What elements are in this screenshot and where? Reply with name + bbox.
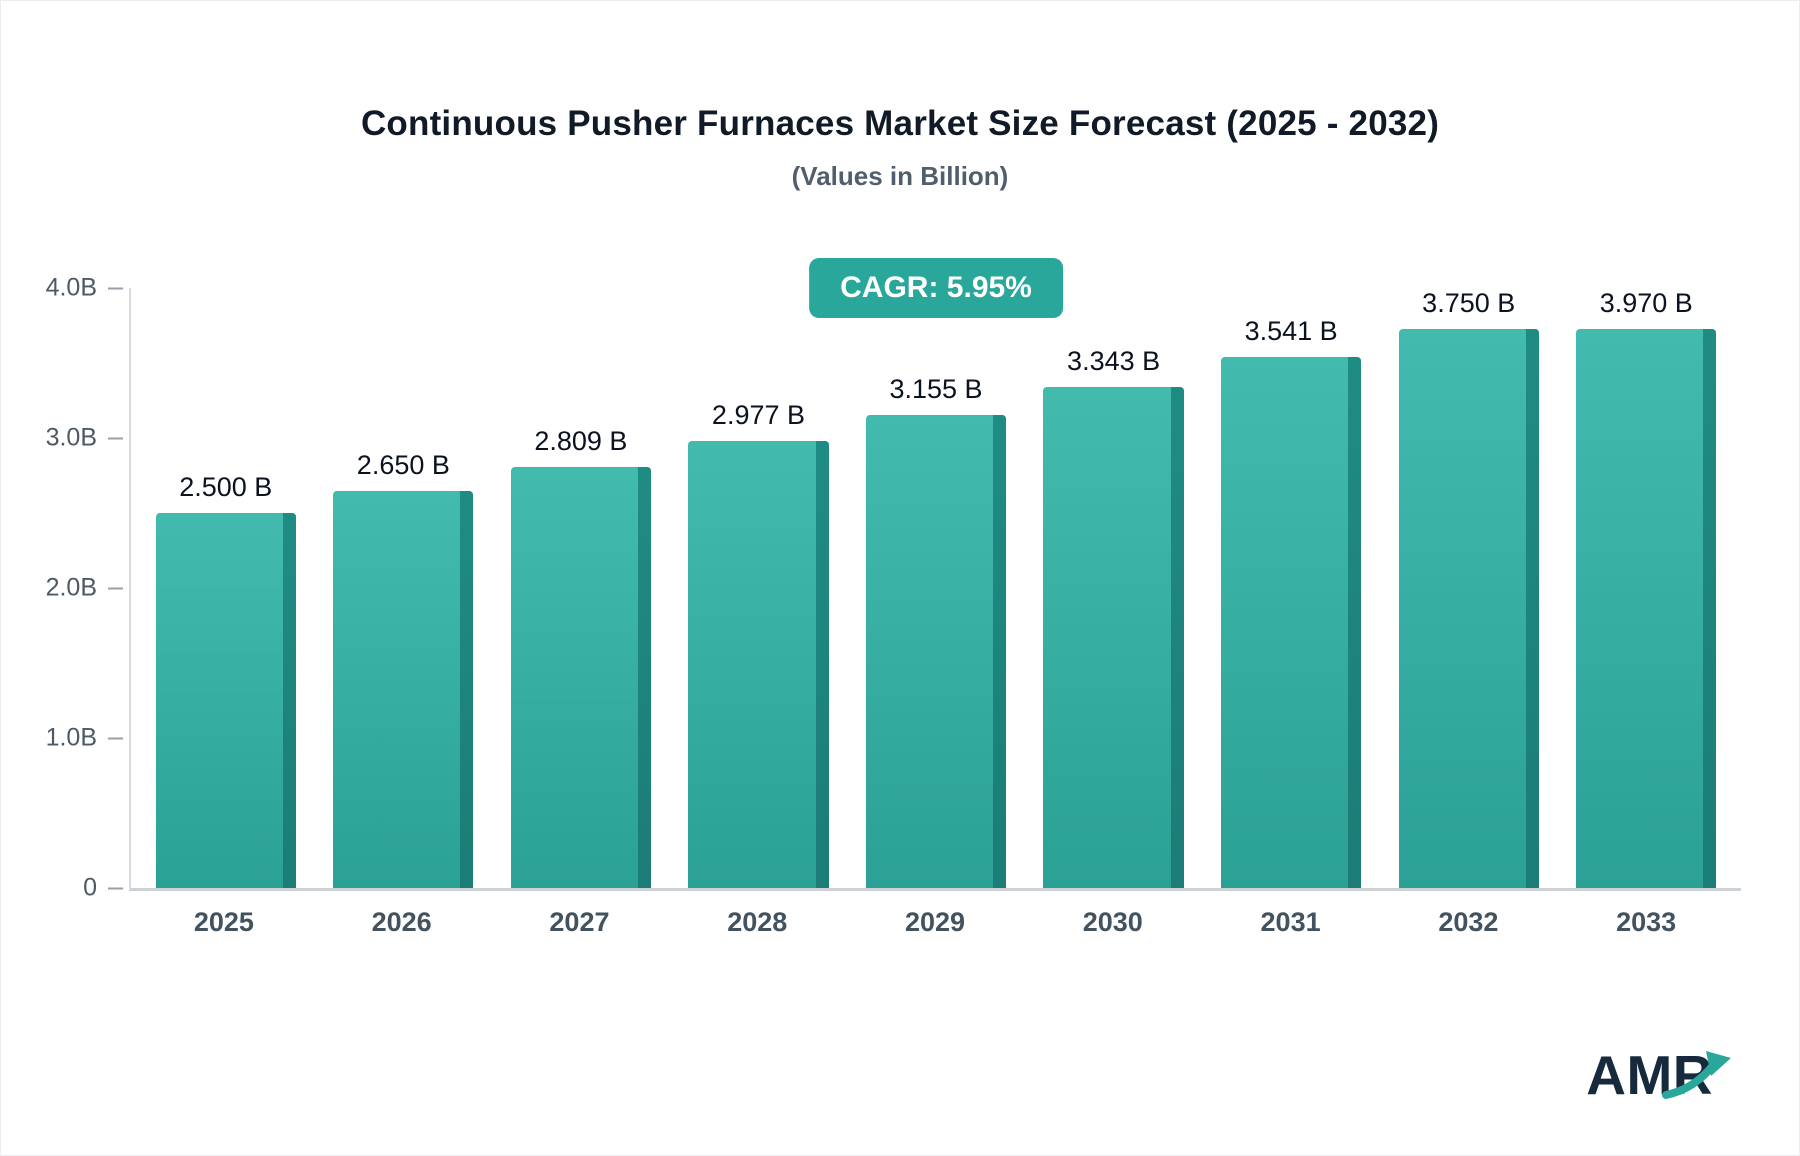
x-axis-label: 2030 — [1082, 907, 1143, 937]
x-axis-label: 2027 — [549, 907, 610, 937]
y-tick-label: 2.0B — [45, 573, 97, 602]
bar-slot: 3.541 B — [1202, 288, 1380, 889]
x-axis-label: 2025 — [193, 907, 254, 937]
page-subtitle: (Values in Billion) — [791, 161, 1009, 191]
page-title: Continuous Pusher Furnaces Market Size F… — [360, 104, 1440, 143]
plot-area: CAGR: 5.95% 2.500 B 2.650 B 2.809 B 2.977 B… — [46, 258, 1741, 902]
x-axis-label: 2033 — [1616, 907, 1677, 937]
amr-logo: AMR — [1586, 1043, 1731, 1107]
bar-slot: 3.970 B — [1558, 288, 1736, 888]
x-axis-label: 2031 — [1260, 907, 1321, 937]
bar-slot: 2.977 B — [670, 288, 848, 888]
bar-value-label: 3.750 B — [1422, 288, 1516, 318]
y-tick: 4.0B — [9, 274, 123, 303]
bar — [688, 441, 829, 888]
bar — [1043, 386, 1184, 889]
bar-slot: 3.155 B — [847, 288, 1025, 889]
growth-arrow-icon — [1662, 1051, 1731, 1099]
bars: 2.500 B 2.650 B 2.809 B 2.977 B 3.155 B 3.343… — [131, 288, 1741, 889]
x-axis-label: 2029 — [904, 907, 966, 937]
bar-value-label: 3.343 B — [1067, 345, 1161, 376]
bar-value-label: 3.970 B — [1599, 288, 1693, 318]
x-axis-label: 2026 — [371, 907, 432, 937]
y-tick: 3.0B — [9, 424, 123, 453]
y-tick-dash — [108, 287, 123, 289]
bar-slot: 2.500 B — [137, 288, 315, 888]
bar-slot: 2.809 B — [492, 288, 670, 889]
bar-slot: 3.343 B — [1025, 288, 1203, 889]
y-tick: 0 — [9, 874, 123, 903]
bar — [865, 414, 1007, 889]
bar — [333, 490, 474, 888]
bar — [155, 513, 297, 888]
bar-value-label: 2.809 B — [534, 425, 628, 456]
y-tick-dash — [108, 587, 123, 589]
x-axis-label: 2032 — [1438, 907, 1499, 937]
bar-value-label: 2.500 B — [179, 472, 273, 502]
y-tick: 2.0B — [9, 574, 123, 603]
y-tick-label: 3.0B — [45, 423, 97, 452]
bar — [510, 466, 652, 889]
bar-value-label: 2.977 B — [711, 400, 805, 431]
y-tick-label: 1.0B — [45, 723, 97, 752]
bar-slot: 2.650 B — [315, 288, 493, 888]
bar-value-label: 3.541 B — [1244, 315, 1338, 346]
bar — [1576, 329, 1717, 888]
x-axis-label: 2028 — [727, 907, 788, 937]
bar-value-label: 3.155 B — [889, 373, 983, 404]
y-tick-dash — [108, 437, 123, 439]
y-tick: 1.0B — [9, 724, 123, 753]
bar-slot: 3.750 B — [1380, 288, 1558, 888]
y-tick-label: 4.0B — [45, 273, 97, 302]
y-tick-dash — [108, 887, 123, 889]
x-axis: 2025 2026 2027 2028 2029 2030 2031 2032 2033 — [129, 907, 1741, 938]
cagr-badge: CAGR: 5.95% — [809, 258, 1063, 318]
bar-value-label: 2.650 B — [356, 449, 450, 480]
y-tick-label: 0 — [83, 873, 97, 902]
bar — [1221, 356, 1362, 889]
logo-text: AMR — [1586, 1044, 1713, 1106]
y-tick-dash — [108, 737, 123, 739]
bar — [1398, 329, 1540, 888]
